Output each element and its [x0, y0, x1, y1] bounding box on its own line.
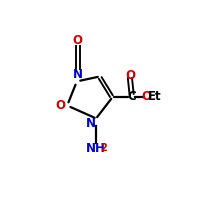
Text: O: O	[55, 99, 65, 112]
Text: 2: 2	[101, 143, 107, 153]
Text: O: O	[125, 69, 135, 82]
Text: Et: Et	[148, 90, 162, 103]
Text: N: N	[73, 68, 83, 81]
Text: O: O	[141, 90, 151, 103]
Text: C: C	[127, 90, 136, 103]
Text: N: N	[85, 117, 95, 130]
Text: NH: NH	[85, 142, 105, 155]
Text: O: O	[73, 34, 83, 47]
